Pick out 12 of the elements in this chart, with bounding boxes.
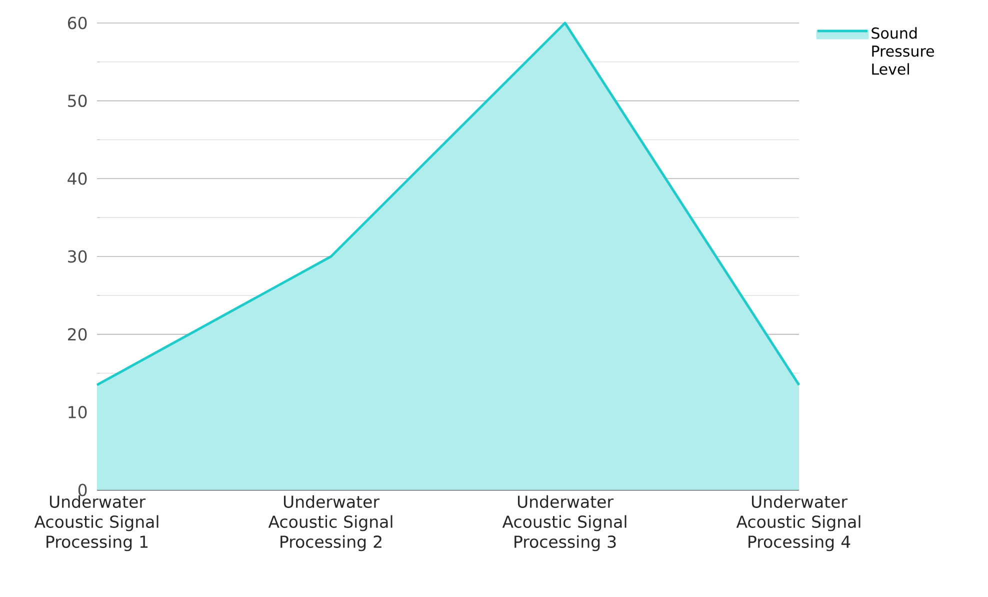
y-tick-label: 20: [68, 328, 87, 341]
y-tick-label: 0: [78, 484, 87, 496]
y-tick-label: 30: [68, 250, 87, 263]
legend-label: Sound Pressure Level: [872, 27, 934, 75]
y-tick-label: 60: [68, 16, 87, 30]
y-tick-label: 40: [68, 172, 87, 185]
y-tick-label: 10: [68, 406, 87, 418]
x-tick-label: Underwater Acoustic Signal Processing 2: [268, 495, 392, 552]
x-tick-label: Underwater Acoustic Signal Processing 3: [502, 495, 626, 552]
y-tick-label: 50: [68, 94, 87, 108]
x-tick-label: Underwater Acoustic Signal Processing 4: [736, 495, 860, 552]
x-tick-label: Underwater Acoustic Signal Processing 1: [34, 495, 158, 552]
